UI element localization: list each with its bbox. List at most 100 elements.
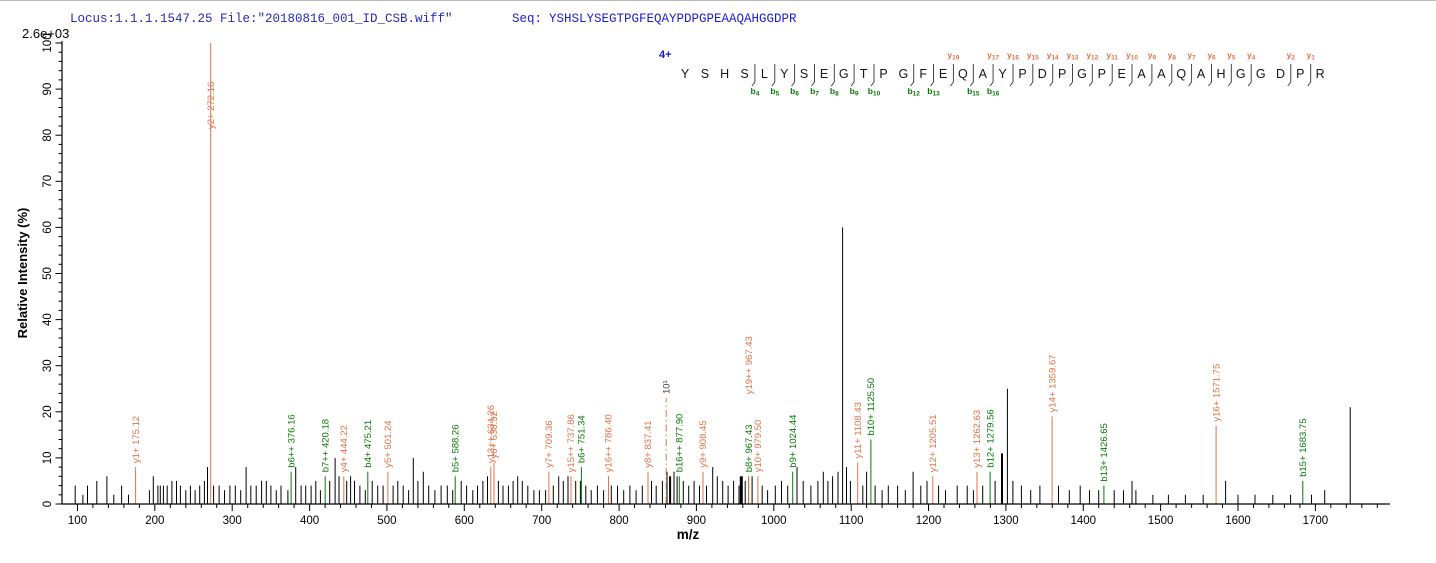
x-tick-label: 100 <box>68 515 87 527</box>
peak-label: y6+ 638.32 <box>489 411 500 458</box>
x-tick-label: 1000 <box>761 515 787 527</box>
cleavage-divider <box>830 64 835 87</box>
x-tick-label: 1300 <box>993 515 1019 527</box>
b-ion-mark: b4 <box>750 86 759 98</box>
cleavage-divider <box>1287 64 1292 87</box>
cleavage-divider <box>870 64 875 87</box>
b-ion-mark: b13 <box>927 86 940 98</box>
sequence-residue: Q <box>958 67 968 81</box>
peak-label: b15+ 1683.75 <box>1298 419 1309 477</box>
x-tick-label: 600 <box>455 515 474 527</box>
y-ion-mark: y17 <box>987 50 999 62</box>
x-tick-label: 900 <box>687 515 706 527</box>
sequence-residue: D <box>1038 67 1047 81</box>
sequence-residue: D <box>1276 67 1285 81</box>
y-ion-mark: y11 <box>1106 50 1118 62</box>
plot-area[interactable] <box>62 43 1385 504</box>
y-ion-mark: y1 <box>1307 50 1316 62</box>
peak-label: y16+ 1571.75 <box>1211 364 1222 422</box>
sequence-residue: E <box>820 67 828 81</box>
x-axis-title: m/z <box>677 527 700 542</box>
y-ion-mark: y19 <box>947 50 959 62</box>
header-sequence: YSHSLYSEGTPGFEQAYPDPGPEAAQAHGGDPR <box>549 12 797 26</box>
cleavage-divider <box>989 64 994 87</box>
peak-label: y14+ 1359.67 <box>1047 355 1058 413</box>
peak-label: y15++ 737.86 <box>566 414 577 472</box>
peak-label: b8+ 967.43 <box>744 424 755 472</box>
peak-label: y16++ 786.40 <box>604 414 615 472</box>
sequence-residue: T <box>860 67 868 81</box>
peak-label: y8+ 837.41 <box>643 420 654 467</box>
header-seq-label: Seq: <box>512 12 542 26</box>
sequence-residue: L <box>761 67 768 81</box>
x-tick-label: 500 <box>377 515 396 527</box>
peak-label: b5+ 588.26 <box>450 424 461 472</box>
b-ion-mark: b9 <box>850 86 859 98</box>
cleavage-divider <box>1247 64 1252 87</box>
peak-label: b7++ 420.18 <box>320 419 331 472</box>
peak-label: y13++ 634.26 <box>486 405 497 463</box>
y-tick-label: 70 <box>42 175 54 188</box>
sequence-residue: E <box>939 67 947 81</box>
peak-label: b10+ 1125.50 <box>866 378 877 436</box>
sequence-residue: P <box>879 67 887 81</box>
x-tick-label: 800 <box>610 515 629 527</box>
cleavage-divider <box>1227 64 1232 87</box>
sequence-residue: G <box>1256 67 1266 81</box>
y-ion-mark: y14 <box>1047 50 1059 62</box>
cleavage-divider <box>1307 64 1312 87</box>
cleavage-divider <box>1088 64 1093 87</box>
x-tick-label: 300 <box>223 515 242 527</box>
peak-label: y19++ 967.43 <box>744 336 755 394</box>
sequence-residue: Y <box>998 67 1007 81</box>
sequence-residue: S <box>701 67 709 81</box>
b-ion-mark: b16 <box>987 86 1000 98</box>
sequence-residue: P <box>1098 67 1106 81</box>
sequence-residue: G <box>1236 67 1246 81</box>
cleavage-divider <box>1188 64 1193 87</box>
y-tick-label: 50 <box>42 267 54 280</box>
cleavage-divider <box>1128 64 1133 87</box>
cleavage-divider <box>930 64 934 87</box>
cleavage-divider <box>1208 64 1212 87</box>
sequence-residue: A <box>1197 67 1206 81</box>
cleavage-divider <box>1069 64 1073 87</box>
x-tick-label: 400 <box>300 515 319 527</box>
sequence-residue: F <box>919 67 927 81</box>
b-ion-mark: b7 <box>810 86 819 98</box>
b-ion-mark: b12 <box>907 86 920 98</box>
y-tick-label: 60 <box>42 221 54 234</box>
cleavage-divider <box>1049 64 1054 87</box>
y-ion-mark: y15 <box>1027 50 1039 62</box>
peak-label: b6++ 376.16 <box>286 414 297 467</box>
cleavage-divider <box>850 64 855 87</box>
peak-label: 10¹ <box>661 380 672 394</box>
chart-layer: y1+ 175.12 y2+ 272.16 b6++ 376.16 b7++ 420.… <box>42 33 1390 527</box>
sequence-residue: Y <box>681 67 690 81</box>
y-tick-label: 20 <box>42 405 54 418</box>
peak-label: y7+ 709.36 <box>544 420 555 467</box>
sequence-residue: A <box>979 67 988 81</box>
header-locus-file: Locus:1.1.1.1547.25 File:"20180816_001_I… <box>70 12 453 26</box>
x-tick-label: 1600 <box>1225 515 1251 527</box>
cleavage-divider <box>771 64 776 87</box>
peak-label: b6+ 751.34 <box>577 415 588 463</box>
cleavage-divider <box>791 64 796 87</box>
cleavage-divider <box>910 64 915 87</box>
y-tick-label: 40 <box>42 313 54 326</box>
peak-label: y9+ 908.45 <box>698 420 709 467</box>
y-tick-label: 30 <box>42 359 54 372</box>
sequence-residue: P <box>1018 67 1026 81</box>
precursor-charge-label: 4+ <box>659 49 672 61</box>
sequence-residue: G <box>839 67 849 81</box>
peak-label: y11+ 1108.43 <box>853 402 864 458</box>
y-ion-mark: y8 <box>1168 50 1177 62</box>
sequence-residue: P <box>1296 67 1304 81</box>
y-ion-mark: y6 <box>1207 50 1216 62</box>
b-ion-mark: b15 <box>967 86 980 98</box>
y-ion-mark: y9 <box>1148 50 1157 62</box>
peak-label: y12+ 1205.51 <box>928 414 939 472</box>
b-ion-mark: b6 <box>790 86 799 98</box>
